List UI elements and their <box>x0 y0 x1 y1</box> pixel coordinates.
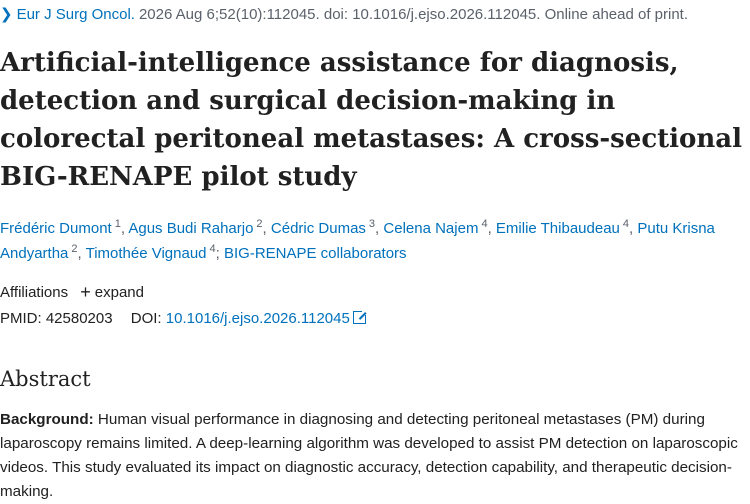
separator: , <box>375 220 384 237</box>
external-link-icon <box>352 309 368 324</box>
affiliation-ref[interactable]: 4 <box>622 218 630 230</box>
affiliation-ref[interactable]: 3 <box>368 218 376 230</box>
abstract-background: Background: Human visual performance in … <box>0 408 748 504</box>
affiliation-ref[interactable]: 2 <box>71 243 78 255</box>
author-link[interactable]: Emilie Thibaudeau <box>495 220 620 237</box>
separator: , <box>77 245 86 262</box>
affiliations-label: Affiliations <box>0 284 69 301</box>
author-item: Agus Budi Raharjo 2, <box>128 218 271 238</box>
citation-line: ❯ Eur J Surg Oncol. 2026 Aug 6;52(10):1120… <box>0 4 750 26</box>
expand-label: expand <box>94 284 144 301</box>
author-item: Celena Najem 4, <box>383 218 496 238</box>
doi-link[interactable]: 10.1016/j.ejso.2026.112045 <box>165 309 368 327</box>
pmid-label: PMID: <box>0 310 42 327</box>
expand-affiliations-button[interactable]: + expand <box>80 282 144 302</box>
journal-link[interactable]: Eur J Surg Oncol. <box>16 6 135 23</box>
author-link[interactable]: Timothée Vignaud <box>85 245 207 262</box>
author-link[interactable]: Cédric Dumas <box>270 220 366 237</box>
author-link[interactable]: Celena Najem <box>383 220 479 237</box>
separator: ; <box>215 245 224 262</box>
separator: , <box>487 220 496 237</box>
affiliation-ref[interactable]: 4 <box>209 243 216 255</box>
collaborators-link[interactable]: BIG-RENAPE collaborators <box>223 245 407 262</box>
affiliation-ref[interactable]: 1 <box>114 218 121 230</box>
identifiers-row: PMID: 42580203 DOI: 10.1016/j.ejso.2026.… <box>0 308 368 330</box>
doi-value: 10.1016/j.ejso.2026.112045 <box>165 310 350 327</box>
pmid-value: 42580203 <box>45 310 113 327</box>
abstract-heading: Abstract <box>0 367 91 391</box>
author-item: Emilie Thibaudeau 4, <box>495 218 638 238</box>
author-item: Putu Krisna Andyartha 2, <box>0 220 715 262</box>
affiliation-ref[interactable]: 2 <box>256 218 263 230</box>
author-link[interactable]: Agus Budi Raharjo <box>128 220 254 237</box>
separator: , <box>120 220 129 237</box>
author-item: Timothée Vignaud 4; <box>85 243 224 263</box>
author-item: Cédric Dumas 3, <box>270 218 384 238</box>
author-link[interactable]: Putu Krisna Andyartha <box>0 220 715 262</box>
separator: , <box>629 220 638 237</box>
doi-label: DOI: <box>130 310 162 327</box>
author-link[interactable]: Frédéric Dumont <box>0 220 112 237</box>
plus-icon: + <box>80 282 91 302</box>
article-title: Artificial-intelligence assistance for d… <box>0 48 743 192</box>
affiliation-ref[interactable]: 4 <box>481 218 488 230</box>
affiliations-row: Affiliations + expand <box>0 280 144 304</box>
author-item: Frédéric Dumont 1, <box>0 218 129 238</box>
background-label: Background: <box>0 411 94 428</box>
chevron-right-icon[interactable]: ❯ <box>0 6 13 23</box>
author-list: Frédéric Dumont 1, Agus Budi Raharjo 2, Cé… <box>0 216 745 266</box>
background-text: Human visual performance in diagnosing a… <box>0 411 738 500</box>
separator: , <box>262 220 271 237</box>
citation-details: 2026 Aug 6;52(10):112045. doi: 10.1016/j… <box>138 6 689 23</box>
